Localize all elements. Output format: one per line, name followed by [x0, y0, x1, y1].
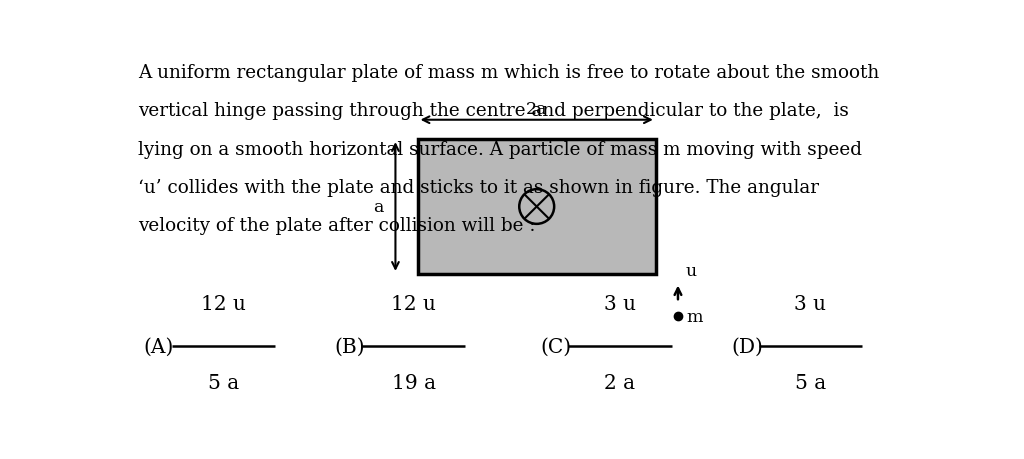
Text: 2a: 2a: [526, 101, 548, 118]
Text: vertical hinge passing through the centre and perpendicular to the plate,  is: vertical hinge passing through the centr…: [138, 102, 849, 120]
Text: a: a: [373, 199, 383, 216]
Text: (B): (B): [334, 337, 365, 356]
Text: (D): (D): [731, 337, 763, 356]
Text: 3 u: 3 u: [795, 294, 826, 313]
Text: 12 u: 12 u: [201, 294, 246, 313]
Text: A uniform rectangular plate of mass m which is free to rotate about the smooth: A uniform rectangular plate of mass m wh…: [138, 64, 880, 82]
Text: ‘u’ collides with the plate and sticks to it as shown in figure. The angular: ‘u’ collides with the plate and sticks t…: [138, 179, 819, 196]
Text: (C): (C): [541, 337, 571, 356]
Text: m: m: [686, 308, 702, 325]
Text: 5 a: 5 a: [208, 373, 239, 392]
Text: lying on a smooth horizontal surface. A particle of mass m moving with speed: lying on a smooth horizontal surface. A …: [138, 140, 862, 158]
Bar: [418, 140, 655, 274]
Text: (A): (A): [143, 337, 174, 356]
Text: 19 a: 19 a: [391, 373, 436, 392]
Text: 12 u: 12 u: [391, 294, 436, 313]
Text: velocity of the plate after collision will be :: velocity of the plate after collision wi…: [138, 217, 536, 235]
Text: 2 a: 2 a: [604, 373, 636, 392]
Text: 3 u: 3 u: [604, 294, 636, 313]
Text: 5 a: 5 a: [795, 373, 826, 392]
Text: u: u: [686, 263, 697, 280]
